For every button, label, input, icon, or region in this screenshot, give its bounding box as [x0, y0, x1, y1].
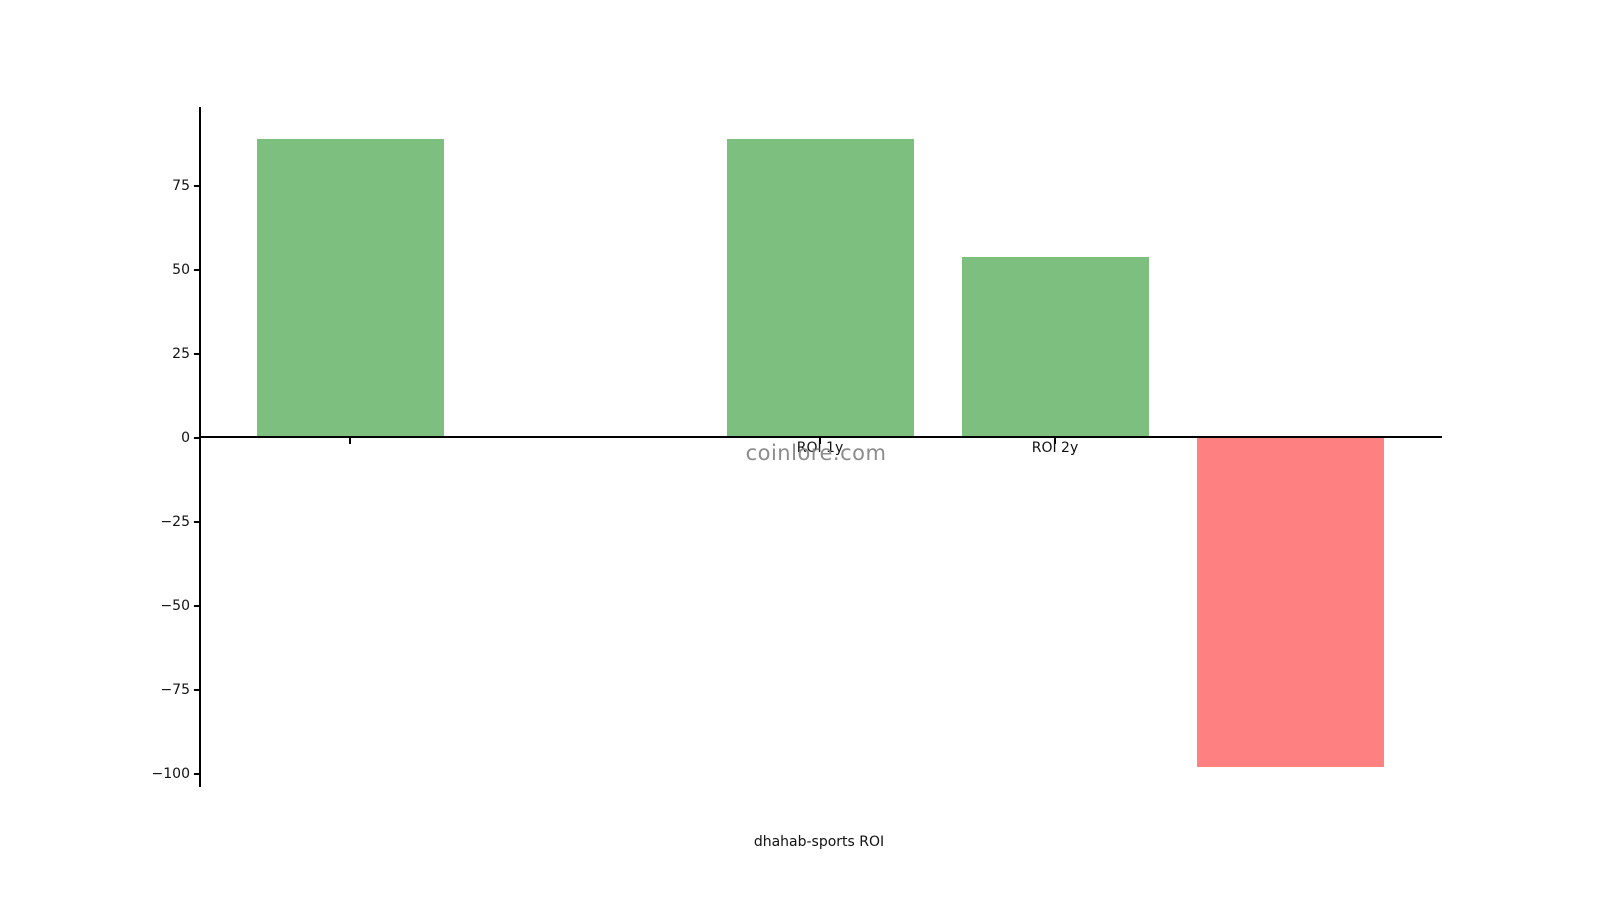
positive-roi-bar: [256, 138, 444, 438]
y-axis-tick-label: 75: [172, 178, 190, 194]
negative-roi-bar: [1196, 438, 1384, 768]
x-axis-tick: [819, 438, 821, 444]
x-axis-tick: [1054, 438, 1056, 444]
x-axis-tick: [349, 438, 351, 444]
y-axis-line: [199, 107, 201, 787]
y-axis-tick: [194, 521, 200, 523]
y-axis-tick-label: 0: [181, 430, 190, 446]
y-axis-tick-label: −25: [160, 514, 190, 530]
y-axis-tick: [194, 605, 200, 607]
y-axis-tick: [194, 185, 200, 187]
positive-roi-bar: [726, 138, 914, 438]
y-axis-tick: [194, 689, 200, 691]
y-axis-tick: [194, 353, 200, 355]
y-axis-tick-label: 50: [172, 262, 190, 278]
y-axis-tick: [194, 773, 200, 775]
y-axis-tick: [194, 437, 200, 439]
y-axis-tick-label: −100: [151, 766, 190, 782]
y-axis-tick-label: 25: [172, 346, 190, 362]
watermark: coinlore.com: [745, 441, 887, 465]
positive-roi-bar: [961, 256, 1149, 438]
y-axis-tick-label: −50: [160, 598, 190, 614]
x-axis-tick-label: ROI 1y: [796, 440, 844, 456]
chart-title: dhahab-sports ROI: [753, 834, 885, 850]
x-axis-line: [199, 436, 1442, 438]
y-axis-tick: [194, 269, 200, 271]
y-axis-tick-label: −75: [160, 682, 190, 698]
x-axis-tick-label: ROI 2y: [1031, 440, 1079, 456]
